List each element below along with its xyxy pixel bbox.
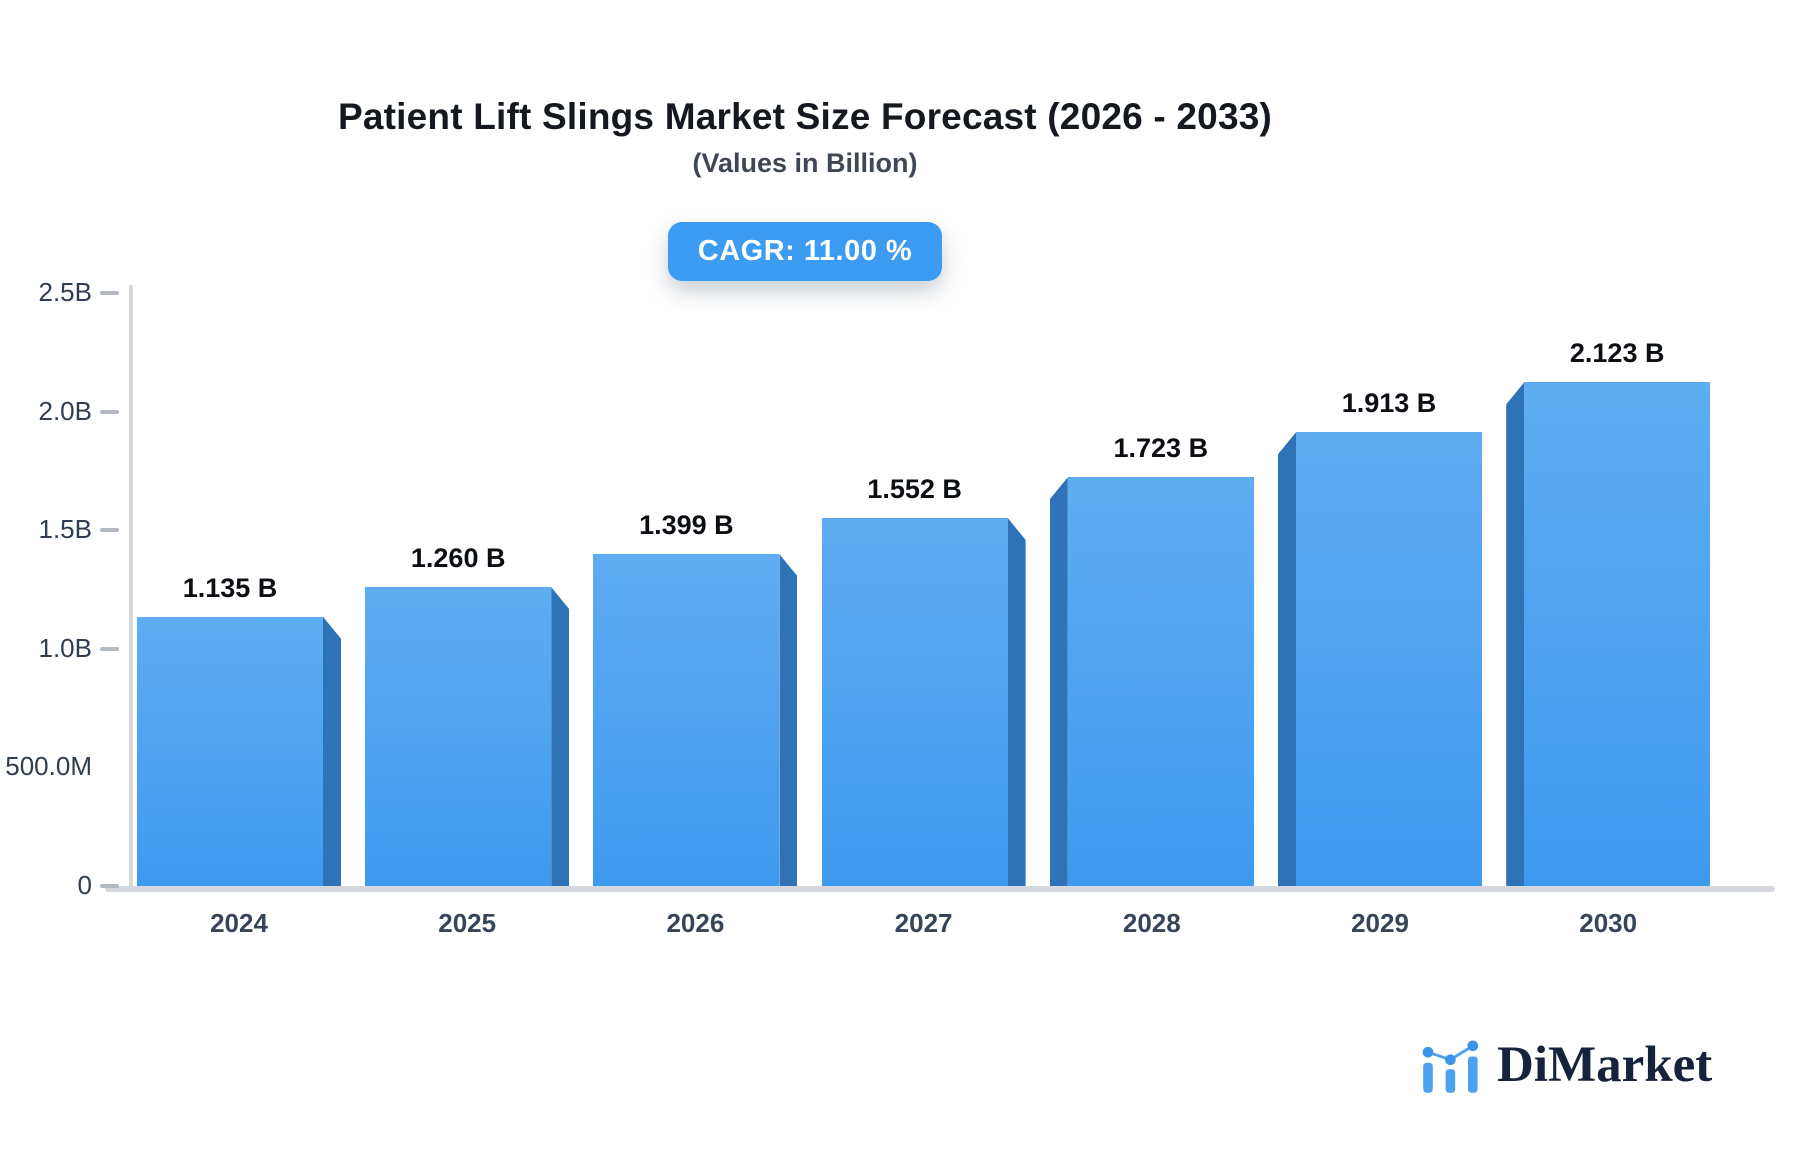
bar-2028 bbox=[1067, 477, 1254, 886]
bar-side-2029 bbox=[1278, 432, 1296, 886]
bar-value-label: 1.399 B bbox=[639, 510, 734, 541]
chart-subtitle: (Values in Billion) bbox=[692, 148, 918, 178]
bar-2024 bbox=[137, 616, 323, 886]
y-axis-tick bbox=[100, 646, 119, 651]
x-axis-label: 2024 bbox=[210, 908, 268, 938]
bar-value-label: 1.723 B bbox=[1113, 433, 1209, 464]
bar-side-2026 bbox=[779, 554, 798, 886]
bar-value-label: 1.552 B bbox=[867, 473, 962, 504]
dimarket-logo-icon bbox=[1422, 1040, 1479, 1093]
bar-2027 bbox=[821, 517, 1008, 886]
y-axis-tick bbox=[100, 409, 119, 414]
x-axis-label: 2028 bbox=[1122, 908, 1181, 938]
bar-2026 bbox=[593, 554, 780, 886]
y-axis-label: 2.5B bbox=[38, 277, 93, 307]
y-axis-tick bbox=[100, 291, 119, 295]
y-axis-tick bbox=[100, 884, 119, 888]
y-axis-line bbox=[129, 285, 133, 891]
x-axis-label: 2025 bbox=[438, 908, 497, 938]
dimarket-logo: DiMarket bbox=[1420, 1036, 1712, 1094]
dimarket-logo-text: DiMarket bbox=[1497, 1037, 1713, 1093]
bar-value-label: 1.913 B bbox=[1341, 388, 1437, 419]
y-axis-label: 0 bbox=[77, 870, 92, 900]
bar-value-label: 1.135 B bbox=[182, 572, 278, 603]
bar-2029 bbox=[1296, 432, 1482, 886]
y-axis-label: 1.0B bbox=[38, 632, 93, 663]
bar-value-label: 1.260 B bbox=[410, 543, 506, 574]
x-axis-line bbox=[105, 886, 1775, 892]
x-axis-label: 2030 bbox=[1579, 908, 1638, 938]
bar-side-2024 bbox=[323, 616, 341, 886]
y-axis-tick bbox=[100, 528, 119, 533]
x-axis-label: 2026 bbox=[666, 908, 725, 938]
y-axis-label: 500.0M bbox=[5, 751, 92, 782]
bar-2030 bbox=[1524, 382, 1711, 886]
y-axis-label: 2.0B bbox=[38, 395, 93, 426]
bar-side-2028 bbox=[1049, 477, 1068, 886]
bar-value-label: 2.123 B bbox=[1569, 338, 1665, 369]
bar-side-2027 bbox=[1007, 517, 1026, 886]
chart-header: Patient Lift Slings Market Size Forecast… bbox=[0, 0, 1610, 300]
y-axis-label: 1.5B bbox=[38, 514, 93, 545]
chart-title: Patient Lift Slings Market Size Forecast… bbox=[337, 96, 1273, 137]
cagr-badge-wrap: CAGR: 11.00 % bbox=[0, 222, 1610, 281]
x-axis-label: 2029 bbox=[1351, 908, 1409, 938]
cagr-badge: CAGR: 11.00 % bbox=[667, 222, 943, 281]
bar-side-2030 bbox=[1506, 382, 1525, 886]
bar-side-2025 bbox=[551, 587, 570, 886]
x-axis-label: 2027 bbox=[894, 908, 953, 938]
bar-2025 bbox=[365, 587, 552, 886]
